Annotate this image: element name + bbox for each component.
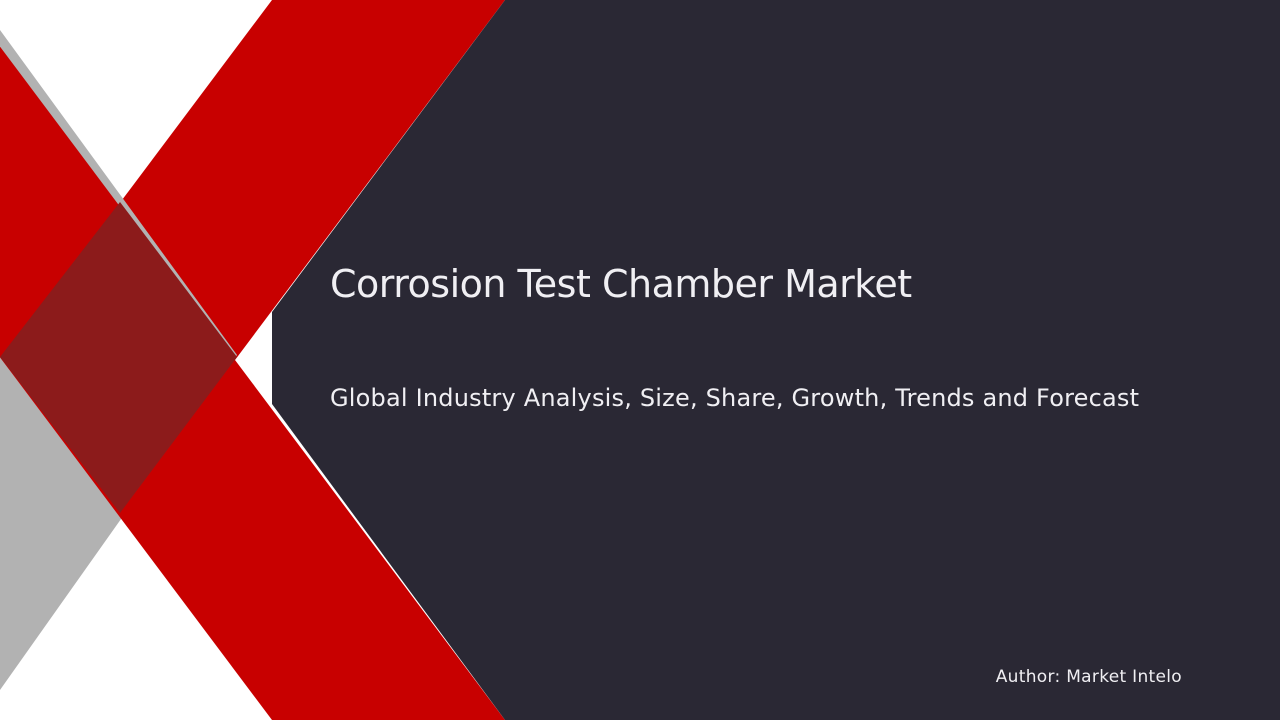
slide-subtitle: Global Industry Analysis, Size, Share, G… [330, 384, 1140, 412]
author-credit: Author: Market Intelo [995, 667, 1182, 687]
dark-red-overlap-diamond-icon [0, 202, 237, 513]
navy-content-panel [272, 0, 1280, 720]
slide-title: Corrosion Test Chamber Market [330, 262, 912, 306]
